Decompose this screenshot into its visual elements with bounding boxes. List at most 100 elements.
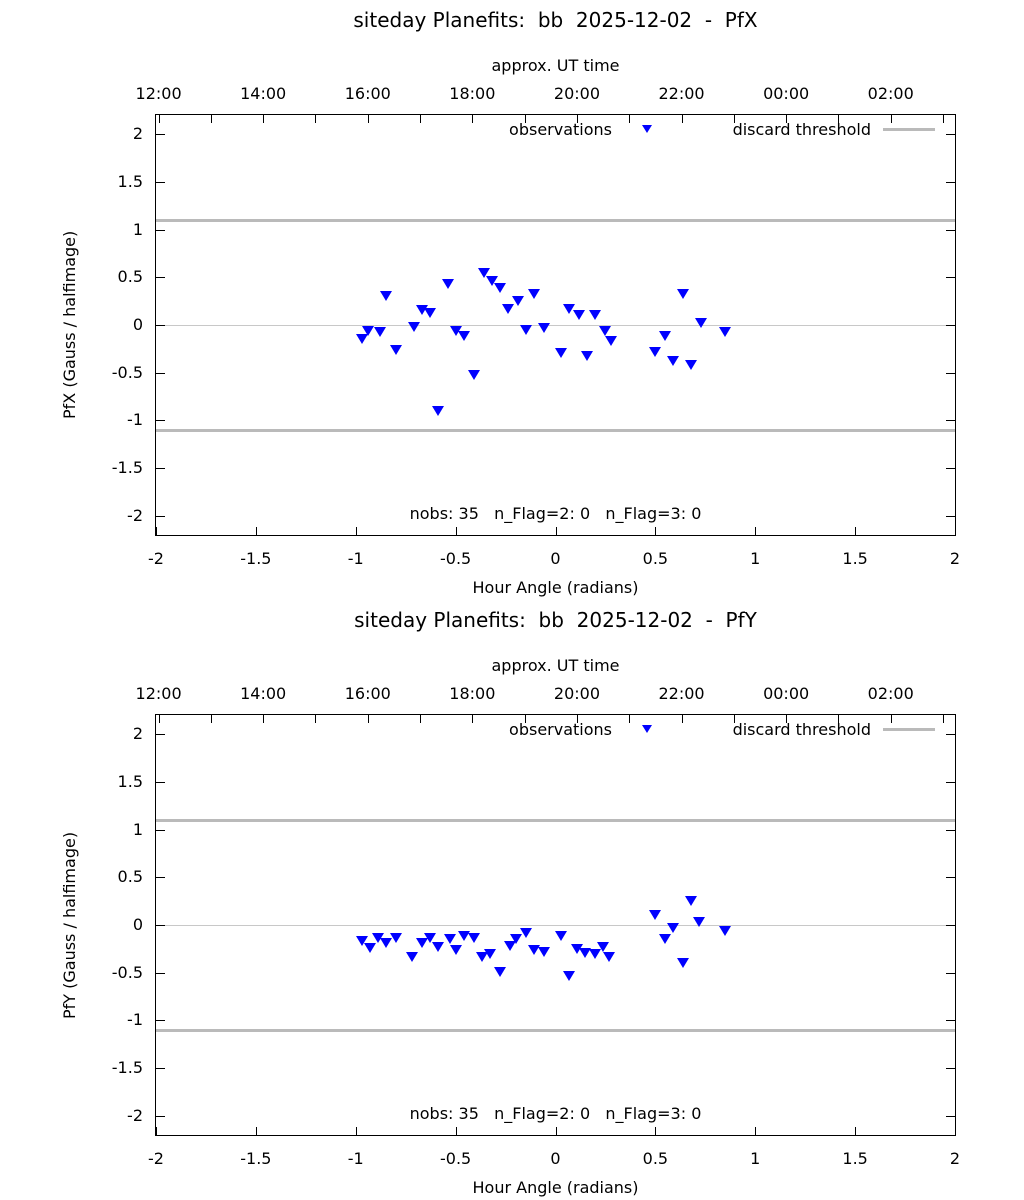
observation-point [527, 944, 540, 955]
y-tick [946, 1068, 955, 1070]
x-axis-label: Hour Angle (radians) [472, 1178, 639, 1197]
y-tick-label: -2 [127, 1105, 143, 1125]
ut-time-tick [524, 715, 526, 723]
discard-threshold-line [156, 818, 955, 822]
ut-time-tick [576, 115, 578, 123]
hour-angle-tick-label: 1.5 [842, 1149, 868, 1168]
y-tick [946, 229, 955, 231]
y-tick-label: -1.5 [111, 458, 143, 478]
observation-point [659, 331, 672, 342]
ut-time-tick [420, 115, 422, 123]
hour-angle-tick [255, 1127, 257, 1135]
plot-area: observations discard threshold nobs: 35 … [155, 114, 956, 536]
observation-point [389, 344, 402, 355]
observation-point [685, 360, 698, 371]
y-tick [946, 877, 955, 879]
y-tick [946, 972, 955, 974]
observation-point [493, 966, 506, 977]
observation-point [373, 326, 386, 337]
y-tick [946, 781, 955, 783]
observation-point [677, 958, 690, 969]
ut-time-tick [943, 715, 944, 723]
hour-angle-tick [455, 1127, 457, 1135]
discard-threshold-line [156, 1028, 955, 1032]
y-tick [946, 277, 955, 279]
ut-time-tick [367, 715, 369, 723]
y-tick [946, 420, 955, 422]
observation-point [467, 933, 480, 944]
observation-point [379, 291, 392, 302]
hour-angle-tick-label: -0.5 [440, 549, 472, 568]
y-tick [156, 972, 165, 974]
observation-point [719, 925, 732, 936]
observation-point [441, 278, 454, 289]
hour-angle-tick-label: -2 [148, 549, 164, 568]
x-axis-label: Hour Angle (radians) [472, 578, 639, 597]
observation-point [693, 917, 706, 928]
observation-point [371, 933, 384, 944]
ut-time-tick [472, 715, 474, 723]
hour-angle-tick-label: 0.5 [642, 549, 669, 568]
observation-point [407, 321, 420, 332]
ut-time-tick [629, 115, 631, 123]
observation-point [389, 933, 402, 944]
ut-time-tick-label: 00:00 [763, 84, 810, 103]
ut-time-tick-label: 14:00 [240, 84, 287, 103]
ut-time-tick [681, 115, 683, 123]
y-tick [946, 829, 955, 831]
hour-angle-tick-label: -1.5 [240, 1149, 272, 1168]
observation-point [511, 296, 524, 307]
ut-time-tick [681, 715, 683, 723]
observation-point [431, 941, 444, 952]
hour-angle-tick-label: 1.5 [842, 549, 868, 568]
legend-observations-label: observations [509, 120, 612, 139]
observation-point [415, 938, 428, 949]
chart-title: siteday Planefits: bb 2025-12-02 - PfX [353, 8, 758, 32]
hour-angle-tick [755, 527, 757, 535]
ut-time-tick-label: 20:00 [553, 84, 600, 103]
y-tick [946, 1020, 955, 1022]
observation-point [667, 922, 680, 933]
ut-time-tick [472, 115, 474, 123]
observation-point [579, 947, 592, 958]
ut-time-tick-label: 20:00 [553, 684, 600, 703]
y-tick-label: 0 [132, 315, 143, 334]
y-tick-label: -1.5 [111, 1058, 143, 1078]
ut-time-tick [158, 115, 160, 123]
discard-threshold-line [156, 428, 955, 432]
hour-angle-tick [955, 1127, 956, 1135]
hour-angle-tick-label: -1.5 [240, 549, 272, 568]
y-tick-label: 1 [132, 219, 143, 239]
ut-time-tick [838, 115, 840, 123]
observation-point [537, 322, 550, 333]
observation-point [457, 931, 470, 942]
observation-point [527, 289, 540, 300]
observation-point [677, 289, 690, 300]
y-tick-label: -0.5 [111, 362, 143, 382]
y-tick [156, 325, 165, 326]
observation-point [449, 944, 462, 955]
ut-time-tick [733, 715, 735, 723]
y-tick-label: -1 [127, 1010, 143, 1030]
observation-point [379, 938, 392, 949]
observation-point [597, 941, 610, 952]
observation-point [355, 334, 368, 345]
legend-observation-marker-icon [642, 125, 652, 133]
hour-angle-tick-label: 1 [750, 549, 761, 568]
ut-time-tick [210, 715, 212, 723]
hour-angle-tick [156, 1127, 157, 1135]
hour-angle-tick-label: -1 [347, 549, 364, 568]
ut-time-tick-label: 16:00 [344, 84, 391, 103]
y-tick-label: -1 [127, 410, 143, 430]
observation-point [423, 307, 436, 318]
ut-time-tick [890, 715, 892, 723]
observation-point [519, 927, 532, 938]
legend-discard-threshold-line-icon [883, 728, 935, 731]
y-tick [946, 515, 955, 517]
legend-discard-threshold-label: discard threshold [732, 120, 871, 139]
hour-angle-tick [755, 1127, 757, 1135]
plot-area: observations discard threshold nobs: 35 … [155, 714, 956, 1136]
ut-time-tick [733, 115, 735, 123]
observation-point [649, 909, 662, 920]
hour-angle-tick [855, 527, 857, 535]
